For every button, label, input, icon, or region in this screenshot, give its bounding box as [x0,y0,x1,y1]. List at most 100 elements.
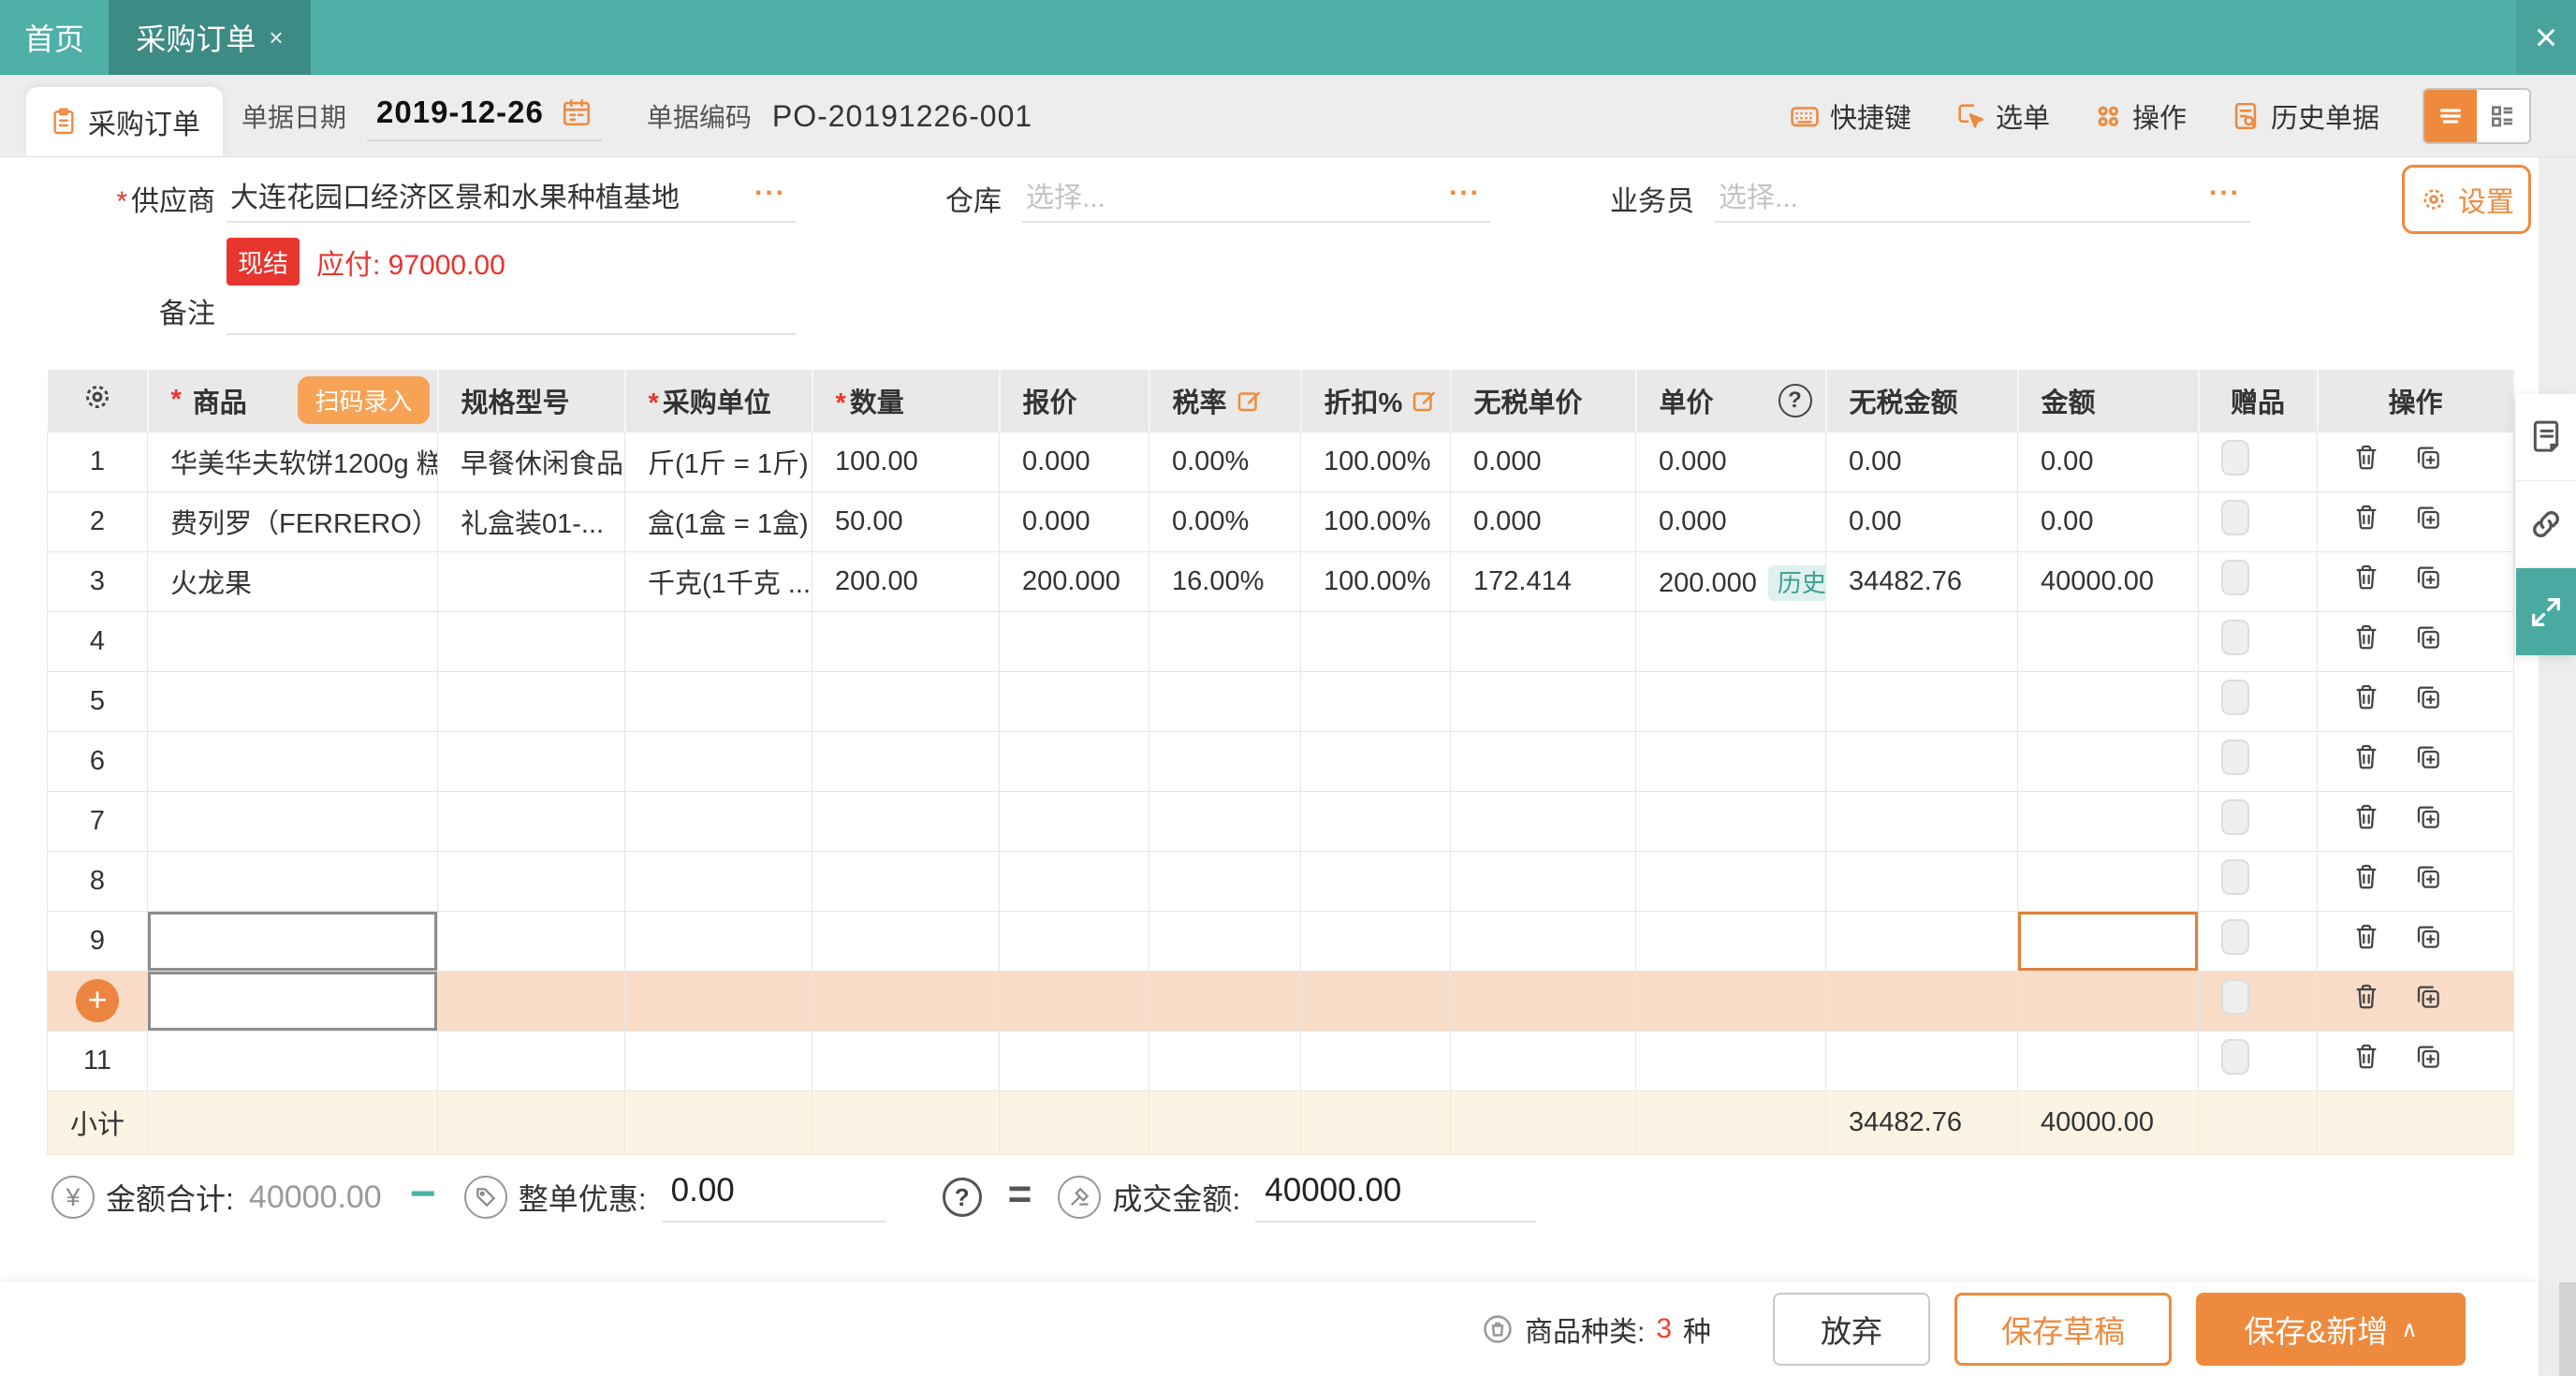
cell-no_tax_amount[interactable]: 0.00 [1825,490,2018,552]
cell-amount[interactable] [2017,850,2199,912]
expand-panel-button[interactable] [2516,568,2576,655]
cell-qty[interactable] [812,790,1000,852]
card-view-button[interactable] [2477,90,2529,142]
cell-no_tax_amount[interactable] [1825,730,2018,792]
cell-price[interactable]: 0.000 [1635,490,1826,552]
copy-row-icon[interactable] [2413,682,2443,712]
copy-row-icon[interactable] [2413,503,2443,533]
copy-row-icon[interactable] [2413,622,2443,652]
cell-price[interactable] [1635,670,1826,732]
cell-tax[interactable]: 0.00% [1149,431,1301,492]
cell-price[interactable] [1635,610,1826,672]
doc-type-tab[interactable]: 采购订单 [26,87,223,156]
cell-unit[interactable]: 千克(1千克 ... [624,550,812,612]
gift-checkbox[interactable] [2221,739,2249,775]
cell-spec[interactable] [437,550,625,612]
date-input[interactable]: 2019-12-26 [367,91,602,141]
supplier-picker-ellipsis[interactable]: ... [754,170,786,201]
cell-no_tax_amount[interactable] [1825,910,2018,972]
cell-discount[interactable] [1300,910,1451,972]
delete-row-icon[interactable] [2351,622,2381,652]
list-view-button[interactable] [2424,90,2477,142]
delete-row-icon[interactable] [2351,563,2381,593]
cell-discount[interactable]: 100.00% [1300,431,1451,492]
cell-qty[interactable]: 200.00 [812,550,1000,612]
cell-spec[interactable] [437,910,625,972]
cell-spec[interactable] [437,970,625,1032]
cell-discount[interactable] [1300,610,1451,672]
calendar-icon[interactable] [561,96,593,128]
cell-no_tax_price[interactable] [1450,790,1636,852]
cell-qty[interactable] [812,910,1000,972]
order-discount-input[interactable]: 0.00 [661,1172,886,1222]
cell-price[interactable]: 200.000 历史 [1635,550,1826,612]
copy-row-icon[interactable] [2413,563,2443,593]
column-settings-button[interactable] [47,370,149,432]
cell-product[interactable]: 火龙果 [147,550,438,612]
operate-button[interactable]: 操作 [2093,96,2187,136]
cell-amount[interactable] [2017,790,2199,852]
cell-product[interactable] [147,610,438,672]
add-row-button[interactable]: + [76,979,119,1022]
tab-close-icon[interactable]: × [269,22,284,51]
cell-discount[interactable] [1300,1030,1451,1091]
cell-quote[interactable] [999,670,1149,732]
cell-product[interactable] [147,670,438,732]
cell-discount[interactable]: 100.00% [1300,550,1451,612]
history-docs-button[interactable]: 历史单据 [2230,96,2379,136]
cell-discount[interactable]: 100.00% [1300,490,1451,552]
gift-checkbox[interactable] [2221,799,2249,835]
delete-row-icon[interactable] [2351,862,2381,892]
cell-tax[interactable]: 0.00% [1149,490,1301,552]
cell-no_tax_amount[interactable] [1825,970,2018,1032]
cell-no_tax_price[interactable] [1450,670,1636,732]
cell-tax[interactable]: 16.00% [1149,550,1301,612]
save-and-new-button[interactable]: 保存&新增 ∧ [2196,1293,2466,1366]
scrollbar[interactable] [2559,1282,2576,1376]
cell-amount[interactable] [2017,670,2199,732]
gift-checkbox[interactable] [2221,859,2249,895]
cell-product[interactable] [147,790,438,852]
cell-product[interactable] [147,850,438,912]
cell-unit[interactable]: 斤(1斤 = 1斤) [624,431,812,492]
cell-tax[interactable] [1149,970,1301,1032]
cell-tax[interactable] [1149,670,1301,732]
cell-spec[interactable] [437,790,625,852]
cell-unit[interactable] [624,670,812,732]
copy-row-icon[interactable] [2413,922,2443,952]
question-icon[interactable]: ? [942,1178,982,1217]
delete-row-icon[interactable] [2351,922,2381,952]
cell-spec[interactable] [437,610,625,672]
cell-amount[interactable]: 40000.00 [2017,550,2199,612]
copy-row-icon[interactable] [2413,862,2443,892]
cell-discount[interactable] [1300,670,1451,732]
cell-amount[interactable] [2017,610,2199,672]
cell-quote[interactable] [999,730,1149,792]
link-panel-button[interactable] [2516,481,2576,568]
cell-price[interactable] [1635,790,1826,852]
delete-row-icon[interactable] [2351,802,2381,832]
select-doc-button[interactable]: 选单 [1954,96,2050,136]
cell-qty[interactable] [812,850,1000,912]
note-panel-button[interactable] [2516,394,2576,481]
cell-no_tax_amount[interactable]: 0.00 [1825,431,2018,492]
salesman-field[interactable]: 选择... ... [1715,168,2250,223]
cell-unit[interactable]: 盒(1盒 = 1盒) [624,490,812,552]
cell-qty[interactable] [812,1030,1000,1091]
cell-no_tax_price[interactable] [1450,610,1636,672]
cell-quote[interactable] [999,1030,1149,1091]
cell-price[interactable] [1635,910,1826,972]
remark-field[interactable] [227,281,796,335]
edit-icon[interactable] [1410,387,1438,415]
copy-row-icon[interactable] [2413,802,2443,832]
question-icon[interactable]: ? [1778,383,1812,417]
cell-no_tax_price[interactable]: 0.000 [1450,431,1636,492]
cell-qty[interactable]: 50.00 [812,490,1000,552]
cell-amount[interactable] [2017,730,2199,792]
gift-checkbox[interactable] [2221,1039,2249,1075]
cell-no_tax_price[interactable] [1450,850,1636,912]
cell-no_tax_price[interactable] [1450,730,1636,792]
cell-product[interactable] [147,1030,438,1091]
settings-button[interactable]: 设置 [2402,165,2531,234]
cell-amount[interactable]: 0.00 [2017,490,2199,552]
